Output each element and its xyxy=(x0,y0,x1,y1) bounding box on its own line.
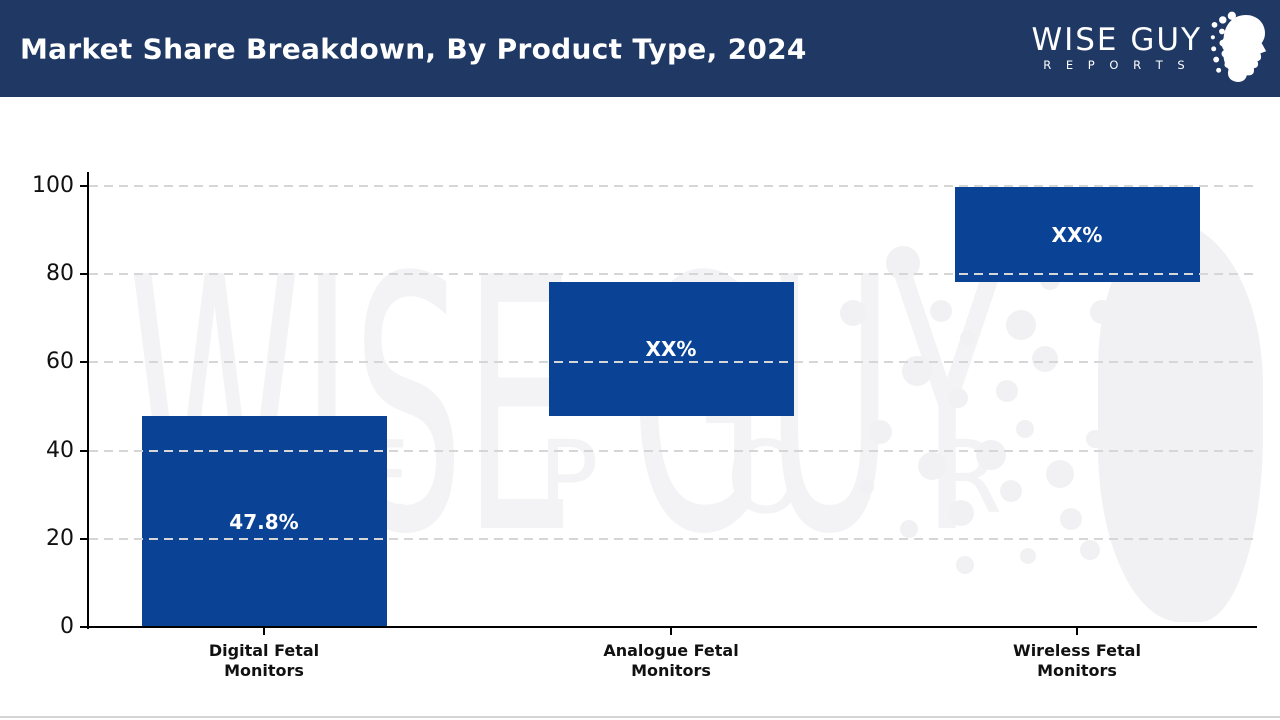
page-title: Market Share Breakdown, By Product Type,… xyxy=(20,32,807,65)
watermark-dot xyxy=(1180,340,1198,358)
watermark-dot xyxy=(902,356,932,386)
wiseguy-logo: WISE GUY R E P O R T S xyxy=(1031,5,1268,91)
logo-wordmark: WISE GUY xyxy=(1031,21,1202,58)
y-tick-mark xyxy=(80,361,88,364)
watermark-dot xyxy=(840,300,866,326)
gridline xyxy=(89,449,1255,452)
logo-text: WISE GUY R E P O R T S xyxy=(1031,21,1202,72)
watermark-dot xyxy=(918,452,946,480)
logo-face-icon xyxy=(1210,11,1267,83)
watermark-dot xyxy=(1190,390,1214,414)
x-tick-mark xyxy=(1076,628,1078,635)
watermark-dot xyxy=(1090,300,1114,324)
watermark-face-shape xyxy=(1098,222,1263,622)
watermark-dot xyxy=(1000,480,1022,502)
x-axis-line xyxy=(87,626,1257,628)
bar xyxy=(954,186,1200,283)
bottom-rule xyxy=(0,716,1280,718)
watermark-dot xyxy=(976,440,1006,470)
y-tick-label: 80 xyxy=(46,261,74,287)
y-tick-label: 20 xyxy=(46,525,74,551)
watermark-dot xyxy=(1136,420,1158,442)
watermark-dot xyxy=(1020,548,1036,564)
watermark-dot xyxy=(1104,376,1120,392)
watermark-dot xyxy=(1046,460,1074,488)
x-tick-mark xyxy=(263,628,265,635)
y-tick-mark xyxy=(80,626,88,628)
watermark-dot xyxy=(1174,450,1188,464)
y-tick-mark xyxy=(80,537,88,540)
watermark-dot xyxy=(960,330,976,346)
watermark-dot xyxy=(948,388,968,408)
bar-value-label: 47.8% xyxy=(229,509,299,534)
y-tick-label: 40 xyxy=(46,437,74,463)
y-tick-label: 0 xyxy=(60,614,74,639)
y-tick-mark xyxy=(80,273,88,276)
gridline xyxy=(89,537,1255,540)
watermark-dot xyxy=(1080,540,1100,560)
watermark-dot xyxy=(1114,470,1132,488)
watermark-dot xyxy=(930,300,952,322)
watermark-dot xyxy=(860,480,874,494)
y-tick-mark xyxy=(80,449,88,452)
watermark-dot xyxy=(1032,346,1058,372)
x-tick-mark xyxy=(670,628,672,635)
category-label: Analogue Fetal Monitors xyxy=(603,641,739,680)
category-label: Wireless Fetal Monitors xyxy=(1013,641,1141,680)
watermark-dot xyxy=(1150,500,1176,526)
y-tick-mark xyxy=(80,185,88,187)
y-tick-label: 100 xyxy=(32,173,74,198)
logo-subtitle: R E P O R T S xyxy=(1043,57,1191,72)
y-tick-label: 60 xyxy=(46,349,74,375)
gridline xyxy=(89,361,1255,364)
bar-value-label: XX% xyxy=(1051,222,1103,247)
watermark-dot xyxy=(1006,310,1036,340)
watermark-dot xyxy=(1016,420,1034,438)
header: Market Share Breakdown, By Product Type,… xyxy=(0,0,1280,97)
watermark-dot xyxy=(1148,292,1162,306)
bar xyxy=(548,282,794,417)
watermark-dot xyxy=(1086,430,1104,448)
watermark-dot xyxy=(900,520,918,538)
watermark-dot xyxy=(868,420,892,444)
watermark-dot xyxy=(996,380,1018,402)
watermark-dot xyxy=(948,500,974,526)
y-axis-line xyxy=(87,172,89,629)
gridline xyxy=(89,185,1255,187)
category-label: Digital Fetal Monitors xyxy=(208,641,320,680)
watermark-dot xyxy=(1124,330,1144,350)
bar-value-label: XX% xyxy=(645,337,697,362)
watermark-dot xyxy=(1060,508,1082,530)
watermark-dot xyxy=(956,556,974,574)
gridline xyxy=(89,273,1255,276)
